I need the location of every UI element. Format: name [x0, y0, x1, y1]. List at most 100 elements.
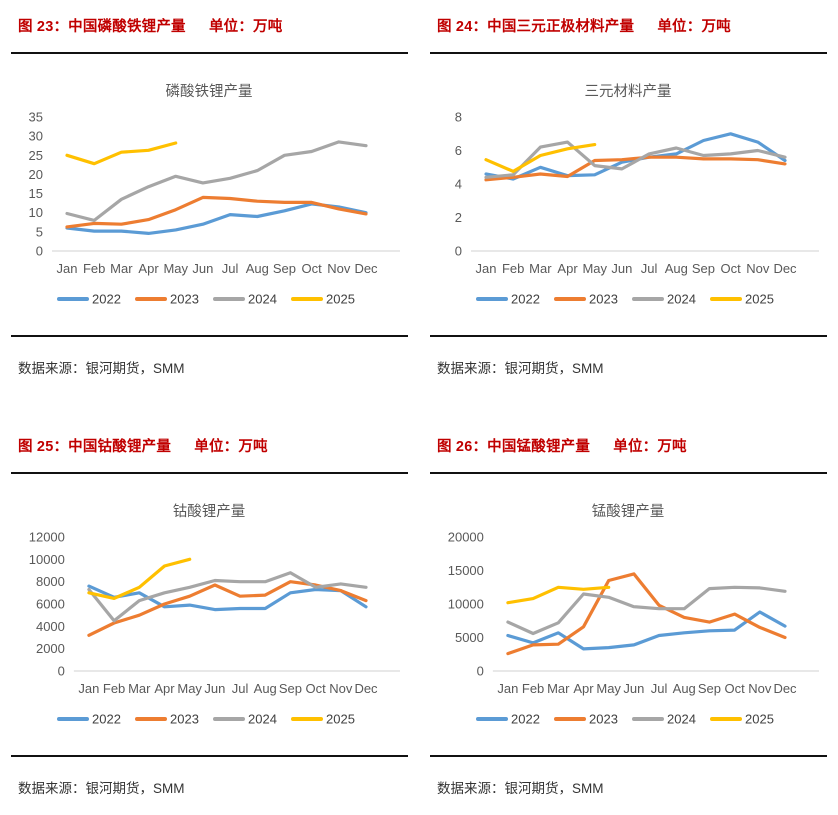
figure-panel-24: 图 24：中国三元正极材料产量 单位：万吨 三元材料产量 0 2 4 6 8 Jan Feb Ma…	[419, 0, 838, 420]
x-axis-tick-label: Jun	[204, 681, 225, 696]
legend-label-2025: 2025	[326, 292, 355, 307]
x-axis-tick-label: Dec	[773, 681, 797, 696]
x-axis-tick-label: May	[596, 681, 621, 696]
legend-label-2023: 2023	[170, 292, 199, 307]
y-axis-tick-label: 15	[29, 186, 43, 201]
y-axis-tick-label: 10000	[29, 552, 65, 567]
x-axis-tick-label: Mar	[128, 681, 151, 696]
legend-label-2023: 2023	[589, 292, 618, 307]
y-axis-tick-label: 12000	[29, 530, 65, 545]
bottom-divider	[430, 335, 827, 337]
y-axis-tick-label: 4000	[36, 619, 65, 634]
chart-title: 钴酸锂产量	[173, 503, 246, 520]
figure-caption: 图 26：中国锰酸锂产量 单位：万吨	[419, 420, 838, 472]
y-axis-tick-label: 25	[29, 148, 43, 163]
chart-title: 锰酸锂产量	[592, 503, 665, 520]
x-axis-tick-label: Feb	[103, 681, 125, 696]
x-axis-tick-label: Apr	[557, 261, 578, 276]
bottom-divider	[430, 755, 827, 757]
series-line-2024	[87, 571, 368, 623]
lmo-production-line-chart: 锰酸锂产量 0 5000 10000 15000 20000 Jan Feb Mar Apr May…	[448, 503, 819, 727]
series-line-2023	[65, 195, 368, 229]
x-axis-tick-label: Oct	[725, 681, 746, 696]
series-line-2024	[484, 140, 787, 179]
source-note: 数据来源：银河期货，SMM	[437, 361, 604, 376]
y-axis-tick-label: 0	[36, 244, 43, 259]
x-axis-tick-label: Jan	[476, 261, 497, 276]
x-axis-tick-label: May	[177, 681, 202, 696]
chart-title: 磷酸铁锂产量	[166, 83, 253, 100]
legend-label-2022: 2022	[511, 292, 540, 307]
series-line-2025	[65, 141, 178, 166]
x-axis-tick-label: Jul	[651, 681, 668, 696]
figure-panel-25: 图 25：中国钴酸锂产量 单位：万吨 钴酸锂产量 0 2000 4000 6000 8000…	[0, 420, 419, 815]
ternary-production-line-chart: 三元材料产量 0 2 4 6 8 Jan Feb Mar Apr May Jun Jul Aug Sep Oc…	[455, 83, 819, 307]
x-axis-tick-label: Jul	[232, 681, 249, 696]
figure-unit: 单位：万吨	[194, 439, 268, 455]
legend-label-2024: 2024	[248, 292, 277, 307]
source-note: 数据来源：银河期货，SMM	[18, 781, 185, 796]
x-axis-tick-label: Aug	[246, 261, 269, 276]
x-axis-tick-label: Apr	[138, 261, 159, 276]
legend-label-2024: 2024	[667, 712, 696, 727]
figure-label: 图 23：中国磷酸铁锂产量	[18, 19, 186, 35]
x-axis-tick-label: Sep	[692, 261, 715, 276]
legend-label-2025: 2025	[745, 712, 774, 727]
x-axis-tick-label: Jul	[222, 261, 239, 276]
legend-label-2022: 2022	[92, 292, 121, 307]
x-axis-tick-label: May	[582, 261, 607, 276]
y-axis-tick-label: 15000	[448, 563, 484, 578]
figure-caption: 图 24：中国三元正极材料产量 单位：万吨	[419, 0, 838, 52]
series-line-2025	[506, 585, 611, 605]
y-axis-tick-label: 2	[455, 210, 462, 225]
figure-panel-26: 图 26：中国锰酸锂产量 单位：万吨 锰酸锂产量 0 5000 10000 15000 20…	[419, 420, 838, 815]
figure-label: 图 24：中国三元正极材料产量	[437, 19, 635, 35]
x-axis-tick-label: Jun	[623, 681, 644, 696]
y-axis-tick-label: 0	[58, 664, 65, 679]
x-axis-tick-label: Jan	[78, 681, 99, 696]
y-axis-tick-label: 0	[455, 244, 462, 259]
figure-unit: 单位：万吨	[208, 19, 283, 35]
x-axis-tick-label: Dec	[354, 261, 378, 276]
legend-label-2023: 2023	[589, 712, 618, 727]
x-axis-tick-label: Aug	[254, 681, 277, 696]
x-axis-tick-label: Jan	[57, 261, 78, 276]
y-axis-tick-label: 20000	[448, 530, 484, 545]
bottom-divider	[11, 335, 408, 337]
y-axis-tick-label: 4	[455, 177, 462, 192]
x-axis-tick-label: Aug	[673, 681, 696, 696]
x-axis-tick-label: Jun	[192, 261, 213, 276]
figure-unit: 单位：万吨	[613, 439, 687, 455]
top-divider	[430, 52, 827, 54]
series-line-2023	[484, 155, 787, 182]
x-axis-tick-label: Oct	[302, 261, 323, 276]
figure-unit: 单位：万吨	[657, 19, 731, 35]
x-axis-tick-label: Jun	[611, 261, 632, 276]
series-line-2024	[506, 585, 787, 636]
figure-label: 图 26：中国锰酸锂产量	[437, 439, 591, 455]
x-axis-tick-label: Nov	[329, 681, 353, 696]
y-axis-tick-label: 20	[29, 167, 43, 182]
x-axis-tick-label: Jan	[497, 681, 518, 696]
y-axis-tick-label: 10	[29, 205, 43, 220]
x-axis-tick-label: Jul	[641, 261, 658, 276]
figure-label: 图 25：中国钴酸锂产量	[18, 439, 172, 455]
top-divider	[11, 52, 408, 54]
chart-title: 三元材料产量	[585, 83, 672, 100]
y-axis-tick-label: 8000	[36, 574, 65, 589]
y-axis-tick-label: 6	[455, 143, 462, 158]
x-axis-tick-label: Sep	[279, 681, 302, 696]
y-axis-tick-label: 0	[477, 664, 484, 679]
x-axis-tick-label: Sep	[698, 681, 721, 696]
x-axis-tick-label: Nov	[748, 681, 772, 696]
series-line-2022	[87, 584, 368, 612]
y-axis-tick-label: 5000	[455, 630, 484, 645]
top-divider	[11, 472, 408, 474]
source-note: 数据来源：银河期货，SMM	[437, 781, 604, 796]
legend-label-2025: 2025	[326, 712, 355, 727]
legend-label-2025: 2025	[745, 292, 774, 307]
y-axis-tick-label: 10000	[448, 597, 484, 612]
